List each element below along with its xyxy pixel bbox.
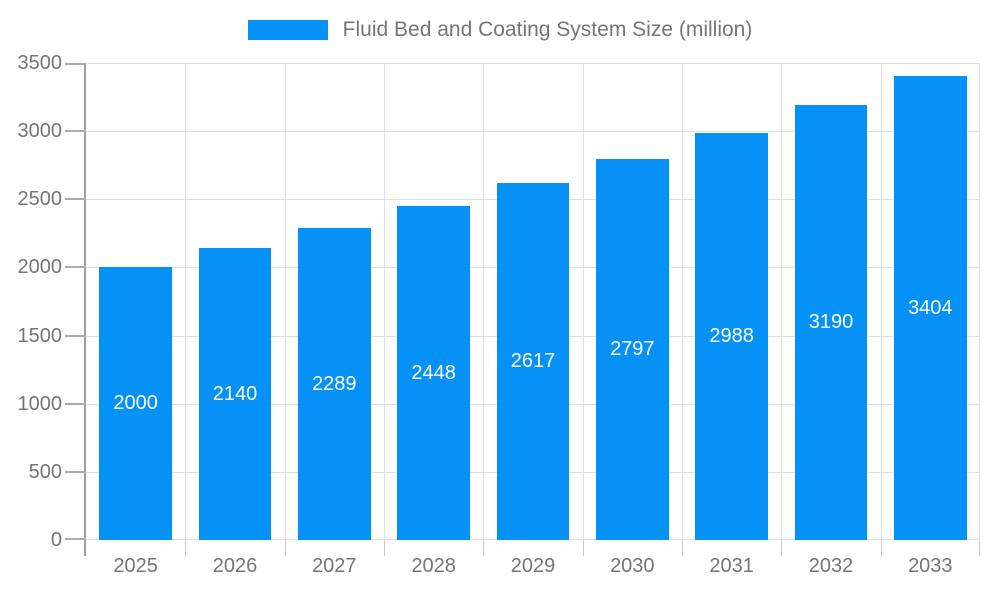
- y-axis-tick: [65, 266, 86, 269]
- x-tick-label: 2025: [113, 555, 158, 577]
- gridline-v: [583, 63, 584, 540]
- y-tick-label: 2000: [17, 256, 63, 279]
- x-axis-tick: [384, 540, 385, 556]
- gridline-v: [384, 63, 385, 540]
- x-axis-tick: [781, 540, 782, 556]
- x-axis-tick: [583, 540, 584, 556]
- legend: Fluid Bed and Coating System Size (milli…: [0, 18, 1000, 42]
- y-tick-label: 1000: [17, 392, 63, 415]
- x-tick-label: 2031: [709, 555, 754, 577]
- bar-value-label: 2797: [610, 337, 655, 360]
- y-axis-tick: [65, 470, 86, 473]
- legend-label: Fluid Bed and Coating System Size (milli…: [342, 18, 753, 41]
- legend-item[interactable]: Fluid Bed and Coating System Size (milli…: [247, 18, 753, 42]
- gridline-v: [781, 63, 782, 540]
- x-tick-label: 2026: [212, 555, 258, 577]
- gridline-v: [979, 63, 980, 540]
- bar-2026: 2140: [198, 248, 272, 540]
- x-axis-tick: [682, 540, 683, 556]
- x-tick-label: 2028: [411, 555, 456, 577]
- bar-value-label: 3190: [808, 311, 854, 334]
- x-axis-tick: [881, 540, 882, 556]
- x-tick-label: 2033: [908, 555, 953, 577]
- y-axis-labels: 0 500 1000 1500 2000 2500 3000 3500: [0, 52, 63, 551]
- y-tick-label: 2500: [17, 188, 63, 211]
- bar-column: 2140: [185, 63, 284, 540]
- bar-2029: 2617: [496, 183, 570, 540]
- bar-value-label: 2617: [510, 350, 556, 373]
- x-tick-label: 2029: [510, 555, 556, 577]
- x-axis-labels: 2025 2026 2027 2028 2029 2030 2031 2032 2033: [86, 550, 980, 582]
- y-axis-tick: [65, 130, 86, 133]
- bar-2028: 2448: [397, 206, 470, 540]
- bar-value-label: 2140: [212, 382, 258, 405]
- y-tick-label: 1500: [17, 324, 63, 347]
- x-axis-tick: [483, 540, 484, 556]
- gridline-h: [86, 131, 980, 133]
- legend-swatch-icon: [247, 20, 328, 40]
- bar-2032: 3190: [794, 105, 868, 540]
- bar-2027: 2289: [298, 228, 371, 540]
- gridline-v: [285, 63, 286, 540]
- bar-value-label: 2448: [411, 361, 456, 384]
- y-axis-tick: [65, 63, 86, 65]
- bar-2030: 2797: [596, 158, 669, 540]
- plot-area: 2000 2140 2289 2448 2617 2797 2988 3190 3404: [65, 63, 980, 556]
- y-axis-tick: [65, 198, 86, 201]
- y-tick-label: 500: [28, 460, 62, 483]
- x-axis-tick: [979, 540, 980, 556]
- x-tick-label: 2027: [312, 555, 357, 577]
- y-axis-tick: [65, 334, 86, 337]
- bar-2033: 3404: [894, 76, 967, 540]
- gridline-h: [86, 63, 980, 64]
- y-tick-label: 3500: [17, 52, 63, 74]
- bar-value-label: 2000: [113, 392, 158, 415]
- y-axis-tick: [65, 538, 86, 540]
- gridline-v: [185, 63, 186, 540]
- bar-column: 3190: [781, 63, 880, 540]
- x-axis-tick: [285, 540, 286, 556]
- bar-column: 2988: [682, 63, 781, 540]
- bar-column: 2000: [86, 63, 185, 540]
- bar-column: 2797: [583, 63, 682, 540]
- bar-column: 2448: [384, 63, 483, 540]
- bar-2025: 2000: [99, 267, 172, 540]
- bar-column: 2289: [285, 63, 384, 540]
- x-axis-tick: [185, 540, 186, 556]
- x-tick-label: 2030: [610, 555, 655, 577]
- bar-column: 2617: [483, 63, 582, 540]
- bar-value-label: 2988: [709, 324, 754, 347]
- bar-column: 3404: [881, 63, 980, 540]
- bar-value-label: 3404: [908, 296, 953, 319]
- y-axis-tick: [65, 402, 86, 405]
- gridline-v: [483, 63, 484, 540]
- bar-2031: 2988: [695, 132, 768, 540]
- x-tick-label: 2032: [808, 555, 854, 577]
- gridline-v: [881, 63, 882, 540]
- y-axis-line: [84, 63, 86, 556]
- gridline-v: [682, 63, 683, 540]
- y-tick-label: 3000: [17, 120, 63, 143]
- bar-value-label: 2289: [312, 372, 357, 395]
- y-tick-label: 0: [50, 529, 62, 551]
